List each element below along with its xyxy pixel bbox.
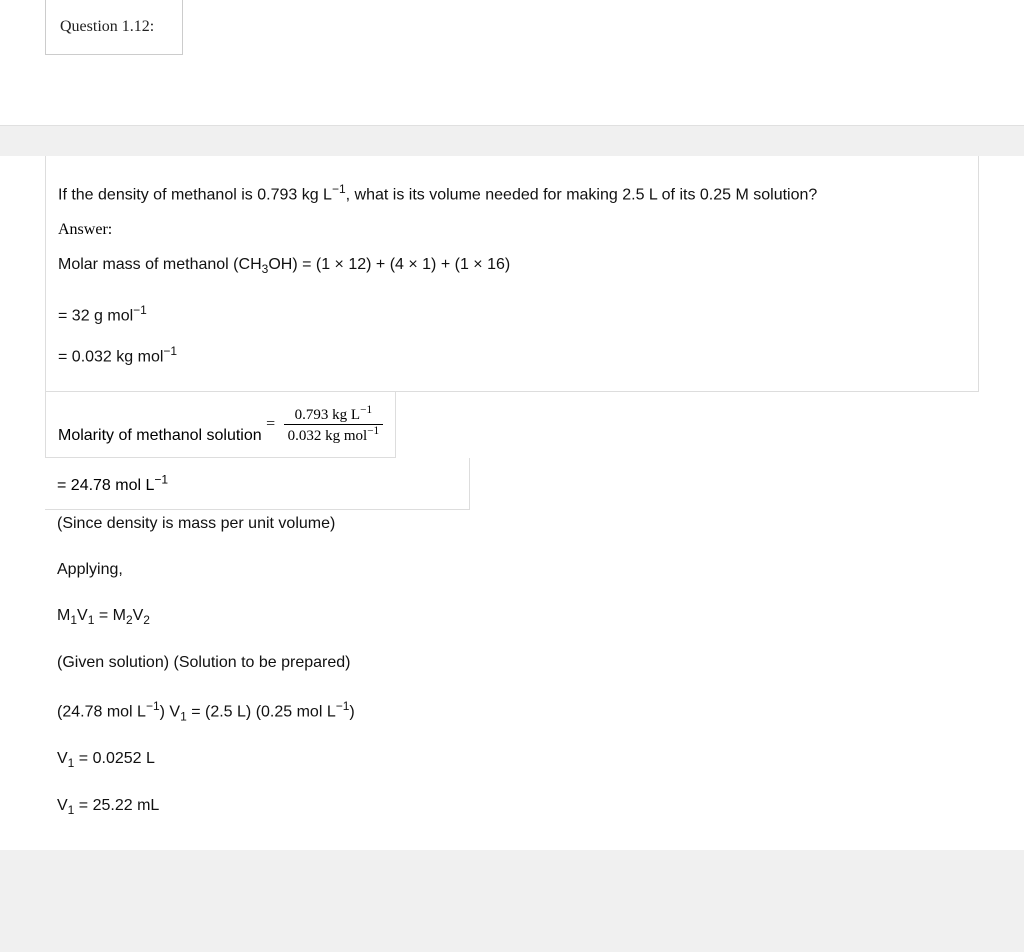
page-bottom-section: If the density of methanol is 0.793 kg L… <box>0 156 1024 850</box>
text: 0.793 kg L <box>295 407 360 423</box>
text: ) <box>349 703 354 720</box>
text: V <box>77 607 88 624</box>
text: V <box>57 750 68 767</box>
note-density: (Since density is mass per unit volume) <box>57 512 979 536</box>
text: = M <box>94 607 126 624</box>
sup-minus1: −1 <box>146 699 160 713</box>
text: = 24.78 mol L <box>57 477 154 494</box>
page-gap <box>0 126 1024 156</box>
question-label: Question 1.12: <box>60 18 154 35</box>
text: = 32 g mol <box>58 307 133 324</box>
sub-1: 1 <box>180 709 187 723</box>
applying: Applying, <box>57 558 979 582</box>
text: ) V <box>160 703 180 720</box>
molar-mass-g: = 32 g mol−1 <box>58 301 956 328</box>
answer-box: If the density of methanol is 0.793 kg L… <box>45 156 979 392</box>
substitution: (24.78 mol L−1) V1 = (2.5 L) (0.25 mol L… <box>57 697 979 726</box>
equals: = <box>266 416 275 433</box>
sub-2: 2 <box>126 613 133 627</box>
sub-1: 1 <box>70 613 77 627</box>
molar-mass-kg: = 0.032 kg mol−1 <box>58 342 956 369</box>
text: V <box>133 607 144 624</box>
fraction: 0.793 kg L−1 0.032 kg mol−1 <box>284 404 384 445</box>
sup-minus1: −1 <box>332 182 346 196</box>
text: = 0.0252 L <box>74 750 155 767</box>
molarity-value: = 24.78 mol L−1 <box>57 477 168 494</box>
sub-2: 2 <box>143 613 150 627</box>
solution-value-box: = 24.78 mol L−1 <box>45 458 470 509</box>
given-solution: (Given solution) (Solution to be prepare… <box>57 651 979 675</box>
sup-minus1: −1 <box>360 404 372 416</box>
text: OH) = (1 × 12) + (4 × 1) + (1 × 16) <box>268 256 510 273</box>
page-top-section: Question 1.12: <box>0 0 1024 126</box>
answer-label: Answer: <box>58 221 956 239</box>
question-text-a: If the density of methanol is 0.793 kg L <box>58 186 332 203</box>
text: 0.032 kg mol <box>288 428 368 444</box>
solution-steps: (Since density is mass per unit volume) … <box>45 510 979 820</box>
sup-minus1: −1 <box>154 472 168 486</box>
question-text: If the density of methanol is 0.793 kg L… <box>58 180 956 207</box>
equation-m1v1: M1V1 = M2V2 <box>57 604 979 629</box>
fraction-num: 0.793 kg L−1 <box>284 404 384 424</box>
text: = 0.032 kg mol <box>58 348 163 365</box>
sup-minus1: −1 <box>367 425 379 437</box>
fraction-den: 0.032 kg mol−1 <box>284 424 384 445</box>
text: (24.78 mol L <box>57 703 146 720</box>
sup-minus1: −1 <box>163 344 177 358</box>
v1-litres: V1 = 0.0252 L <box>57 747 979 772</box>
text: = 25.22 mL <box>74 797 159 814</box>
text: = (2.5 L) (0.25 mol L <box>187 703 336 720</box>
sup-minus1: −1 <box>336 699 350 713</box>
molarity-row: Molarity of methanol solution = 0.793 kg… <box>45 392 396 458</box>
molar-mass-line: Molar mass of methanol (CH3OH) = (1 × 12… <box>58 253 956 278</box>
text: V <box>57 797 68 814</box>
sup-minus1: −1 <box>133 303 147 317</box>
question-text-b: , what is its volume needed for making 2… <box>346 186 818 203</box>
text: Molar mass of methanol (CH <box>58 256 262 273</box>
v1-ml: V1 = 25.22 mL <box>57 794 979 819</box>
question-label-box: Question 1.12: <box>45 0 183 55</box>
molarity-label: Molarity of methanol solution <box>58 427 262 444</box>
text: M <box>57 607 70 624</box>
